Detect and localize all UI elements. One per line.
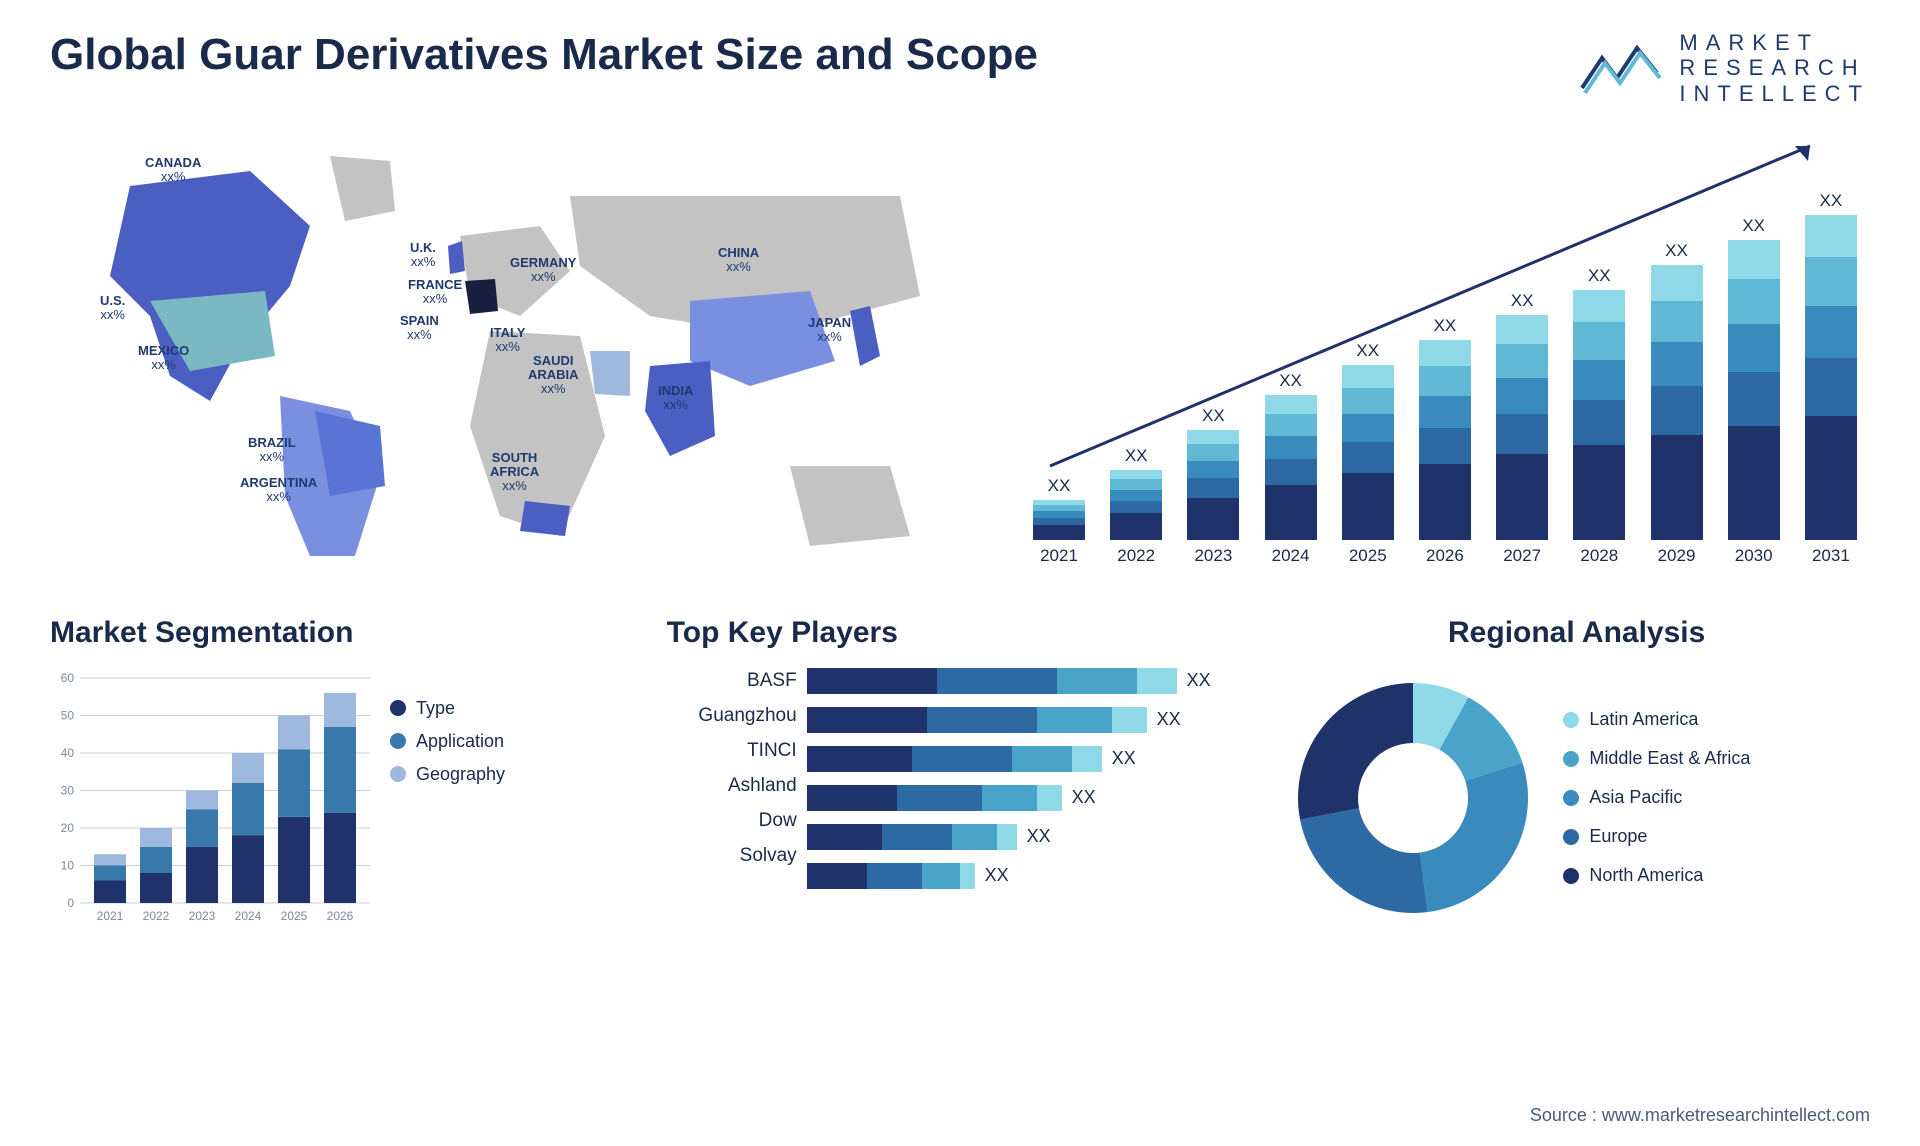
segmentation-chart: 0 10 20 30 40 50 60 2021 2022 2023 2024 2025 2026 — [50, 668, 370, 928]
segmentation-panel: Market Segmentation 0 10 20 30 40 50 60 2021 202… — [50, 616, 637, 928]
player-bar: XX — [807, 746, 1254, 772]
svg-text:2023: 2023 — [189, 909, 216, 923]
player-bar: XX — [807, 863, 1254, 889]
growth-bar: XX2023 — [1184, 406, 1242, 566]
map-label: U.S.xx% — [100, 294, 125, 323]
legend-item: Type — [390, 698, 505, 719]
svg-text:10: 10 — [61, 858, 75, 872]
map-label: SPAINxx% — [400, 314, 439, 343]
map-label: JAPANxx% — [808, 316, 851, 345]
player-name: Ashland — [667, 775, 797, 797]
logo-icon — [1577, 38, 1667, 98]
growth-bar: XX2027 — [1493, 291, 1551, 566]
logo: MARKET RESEARCH INTELLECT — [1577, 30, 1870, 106]
segmentation-title: Market Segmentation — [50, 616, 637, 650]
map-label: U.K.xx% — [410, 241, 436, 270]
growth-bar: XX2029 — [1648, 241, 1706, 566]
logo-line3: INTELLECT — [1679, 81, 1870, 106]
regional-donut — [1283, 668, 1543, 928]
player-bar: XX — [807, 707, 1254, 733]
map-label: MEXICOxx% — [138, 344, 189, 373]
svg-text:40: 40 — [61, 746, 75, 760]
svg-text:60: 60 — [61, 671, 75, 685]
map-label: INDIAxx% — [658, 384, 693, 413]
player-bar: XX — [807, 785, 1254, 811]
growth-bar: XX2025 — [1339, 341, 1397, 566]
regional-legend: Latin America Middle East & Africa Asia Pa… — [1563, 709, 1750, 886]
segmentation-legend: Type Application Geography — [390, 698, 505, 928]
map-label: ITALYxx% — [490, 326, 525, 355]
logo-line2: RESEARCH — [1679, 55, 1870, 80]
world-map: CANADAxx% U.S.xx% MEXICOxx% BRAZILxx% ARGENT… — [50, 136, 990, 566]
player-name: Dow — [667, 810, 797, 832]
page-title: Global Guar Derivatives Market Size and … — [50, 30, 1038, 80]
player-bar: XX — [807, 668, 1254, 694]
map-label: SOUTHAFRICAxx% — [490, 451, 539, 494]
player-name: Guangzhou — [667, 705, 797, 727]
source-text: Source : www.marketresearchintellect.com — [1530, 1105, 1870, 1126]
growth-chart: XX2021 XX2022 XX2023 XX2024 XX2025 XX2026 XX20… — [1020, 136, 1870, 566]
player-bars: XX XX XX XX XX XX — [807, 668, 1254, 889]
map-label: SAUDIARABIAxx% — [528, 354, 579, 397]
player-name: TINCI — [667, 740, 797, 762]
growth-bar: XX2022 — [1107, 446, 1165, 566]
legend-item: Middle East & Africa — [1563, 748, 1750, 769]
player-bar: XX — [807, 824, 1254, 850]
svg-text:2026: 2026 — [327, 909, 354, 923]
map-label: GERMANYxx% — [510, 256, 576, 285]
svg-text:50: 50 — [61, 708, 75, 722]
growth-bar: XX2031 — [1802, 191, 1860, 566]
map-label: BRAZILxx% — [248, 436, 296, 465]
svg-text:0: 0 — [67, 896, 74, 910]
svg-text:2021: 2021 — [97, 909, 124, 923]
players-title: Top Key Players — [667, 616, 1254, 650]
svg-text:2024: 2024 — [235, 909, 262, 923]
svg-text:30: 30 — [61, 783, 75, 797]
regional-panel: Regional Analysis Latin America Middle Ea… — [1283, 616, 1870, 928]
players-panel: Top Key Players BASF Guangzhou TINCI Ashlan… — [667, 616, 1254, 928]
player-name: BASF — [667, 670, 797, 692]
player-labels: BASF Guangzhou TINCI Ashland Dow Solvay — [667, 668, 797, 889]
legend-item: Asia Pacific — [1563, 787, 1750, 808]
map-label: CANADAxx% — [145, 156, 201, 185]
svg-text:2025: 2025 — [281, 909, 308, 923]
svg-text:2022: 2022 — [143, 909, 170, 923]
growth-bar: XX2026 — [1416, 316, 1474, 566]
map-label: ARGENTINAxx% — [240, 476, 317, 505]
legend-item: Europe — [1563, 826, 1750, 847]
legend-item: Application — [390, 731, 505, 752]
svg-text:20: 20 — [61, 821, 75, 835]
map-label: FRANCExx% — [408, 278, 462, 307]
growth-bar: XX2021 — [1030, 476, 1088, 566]
map-label: CHINAxx% — [718, 246, 759, 275]
player-name: Solvay — [667, 845, 797, 867]
logo-line1: MARKET — [1679, 30, 1870, 55]
growth-bar: XX2028 — [1570, 266, 1628, 566]
growth-bar: XX2024 — [1262, 371, 1320, 566]
legend-item: North America — [1563, 865, 1750, 886]
regional-title: Regional Analysis — [1283, 616, 1870, 650]
legend-item: Geography — [390, 764, 505, 785]
growth-bar: XX2030 — [1725, 216, 1783, 566]
legend-item: Latin America — [1563, 709, 1750, 730]
